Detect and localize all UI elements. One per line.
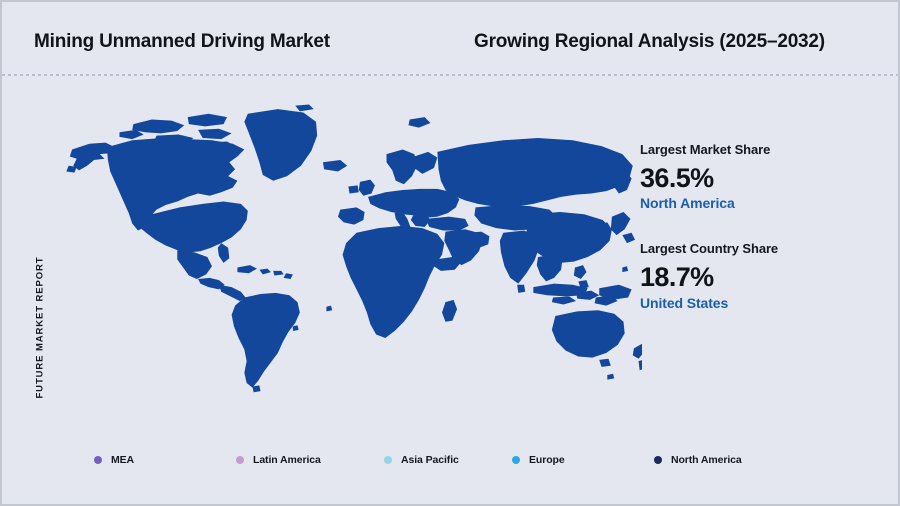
stat-block-country-share: Largest Country Share 18.7% United State… — [640, 241, 884, 310]
legend-marker-icon — [512, 456, 520, 464]
legend-item-latin-america: Latin America — [236, 448, 321, 472]
legend-item-europe: Europe — [512, 448, 565, 472]
legend-label: Asia Pacific — [401, 454, 459, 466]
legend-marker-icon — [654, 456, 662, 464]
legend-marker-icon — [236, 456, 244, 464]
stat-region: North America — [640, 195, 735, 212]
legend-label: MEA — [111, 454, 135, 466]
stat-region: United States — [640, 294, 729, 311]
stats-panel: Largest Market Share 36.5% North America… — [640, 142, 884, 311]
map-land-layer — [66, 104, 642, 393]
stat-label: Largest Country Share — [640, 241, 779, 257]
legend-item-mea: MEA — [94, 448, 134, 472]
stat-value: 18.7% — [640, 262, 714, 293]
page-subtitle: Growing Regional Analysis (2025–2032) — [474, 31, 825, 52]
stat-label: Largest Market Share — [640, 142, 771, 157]
legend-item-asia-pacific: Asia Pacific — [384, 448, 459, 472]
legend-label: North America — [671, 454, 742, 466]
page-title: Mining Unmanned Driving Market — [34, 31, 330, 52]
stat-block-market-share: Largest Market Share 36.5% North America — [640, 142, 884, 211]
world-map-svg — [66, 104, 642, 393]
stat-value: 36.5% — [640, 163, 714, 193]
legend-marker-icon — [384, 456, 392, 464]
legend: MEA Latin America Asia Pacific Europe No… — [2, 448, 898, 472]
legend-item-north-america: North America — [654, 448, 742, 472]
legend-marker-icon — [94, 456, 102, 464]
legend-label: Europe — [529, 454, 565, 466]
brand-watermark: FUTURE MARKET REPORT — [34, 256, 46, 399]
world-map — [64, 94, 642, 412]
legend-label: Latin America — [253, 454, 321, 466]
header-divider — [2, 74, 898, 76]
header: Mining Unmanned Driving Market Growing R… — [2, 2, 898, 74]
